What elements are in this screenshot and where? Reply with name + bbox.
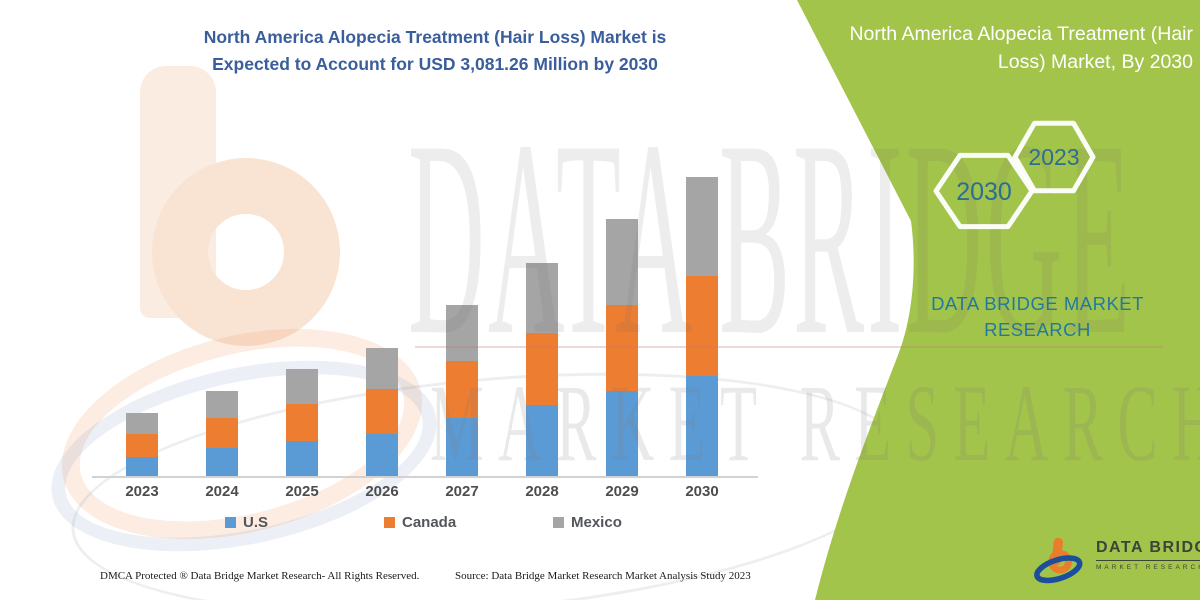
bar-segment-us (686, 376, 718, 477)
bar-2030 (686, 177, 718, 477)
bar-2024 (206, 390, 238, 477)
logo-text: DATA BRIDGE MARKET RESEARCH (1096, 539, 1200, 571)
legend-label: Canada (402, 514, 457, 531)
data-bridge-logo-icon (1034, 537, 1083, 584)
legend-item-us: U.S (225, 514, 268, 531)
bar-segment-us (606, 390, 638, 477)
bar-segment-mexico (606, 219, 638, 305)
chart-title: North America Alopecia Treatment (Hair L… (110, 24, 760, 78)
bar-segment-canada (206, 418, 238, 449)
bar-segment-canada (606, 304, 638, 391)
side-panel-title-line2: Loss) Market, By 2030 (997, 51, 1193, 73)
x-axis-label-2029: 2029 (605, 483, 639, 500)
x-axis-label-2026: 2026 (365, 483, 399, 500)
legend-swatch (225, 517, 236, 528)
bar-2023 (126, 412, 158, 477)
bar-2026 (366, 347, 398, 477)
legend-swatch (384, 517, 395, 528)
x-axis-label-2028: 2028 (525, 483, 559, 500)
green-panel-shape (797, 0, 1200, 600)
bar-2025 (286, 369, 318, 477)
side-panel-title: North America Alopecia Treatment (Hair L… (815, 20, 1193, 76)
bar-segment-mexico (126, 412, 158, 434)
legend-label: Mexico (571, 514, 622, 531)
bar-segment-canada (286, 404, 318, 441)
bar-segment-mexico (206, 390, 238, 419)
x-axis-label-2027: 2027 (445, 483, 479, 500)
bar-segment-canada (366, 389, 398, 435)
x-axis-label-2024: 2024 (205, 483, 239, 500)
x-axis-label-2023: 2023 (125, 483, 159, 500)
bar-segment-us (126, 456, 158, 477)
legend-label: U.S (243, 514, 269, 531)
data-bridge-logo: DATA BRIDGE MARKET RESEARCH (1034, 533, 1200, 585)
brand-wordmark-line1: DATA BRIDGE MARKET (931, 293, 1144, 314)
bar-segment-us (286, 440, 318, 477)
chart-title-line1: North America Alopecia Treatment (Hair L… (203, 27, 667, 47)
bar-segment-canada (446, 360, 478, 419)
bar-2029 (606, 219, 638, 477)
bar-segment-us (446, 418, 478, 477)
bar-segment-mexico (526, 262, 558, 333)
legend-swatch (553, 517, 564, 528)
brand-wordmark: DATA BRIDGE MARKET RESEARCH (880, 291, 1195, 343)
bar-segment-us (206, 448, 238, 477)
bar-segment-canada (526, 332, 558, 405)
bar-segment-us (366, 434, 398, 477)
brand-wordmark-line2: RESEARCH (984, 319, 1091, 340)
logo-subtitle: MARKET RESEARCH (1096, 564, 1200, 571)
x-axis-label-2025: 2025 (285, 483, 319, 500)
dmca-credit-text: DMCA Protected ® Data Bridge Market Rese… (100, 570, 420, 582)
source-credit-text: Source: Data Bridge Market Research Mark… (455, 570, 751, 582)
bar-segment-mexico (366, 347, 398, 390)
bar-segment-canada (686, 275, 718, 377)
logo-swoosh (1034, 555, 1083, 584)
legend-item-canada: Canada (384, 514, 456, 531)
side-panel-title-line1: North America Alopecia Treatment (Hair (849, 23, 1193, 45)
bar-segment-canada (126, 433, 158, 457)
bar-segment-us (526, 404, 558, 477)
legend-item-mexico: Mexico (553, 514, 622, 531)
bar-segment-mexico (286, 369, 318, 405)
logo-name: DATA BRIDGE (1096, 539, 1200, 561)
chart-title-line2: Expected to Account for USD 3,081.26 Mil… (212, 54, 658, 74)
watermark-underline (415, 346, 1163, 348)
x-axis-label-2030: 2030 (685, 483, 719, 500)
bar-2028 (526, 262, 558, 477)
bar-2027 (446, 305, 478, 477)
x-axis-line (92, 476, 758, 478)
bar-segment-mexico (446, 305, 478, 361)
bar-segment-mexico (686, 177, 718, 276)
